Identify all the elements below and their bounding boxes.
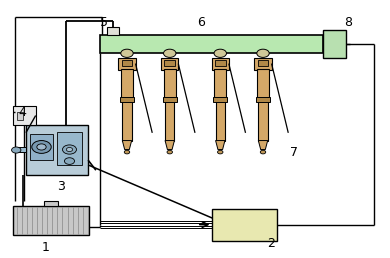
Bar — [44, 201, 58, 206]
Bar — [30, 134, 53, 160]
Text: 4: 4 — [18, 106, 26, 119]
Bar — [213, 208, 277, 241]
Circle shape — [163, 49, 176, 58]
Bar — [216, 101, 225, 141]
Circle shape — [121, 49, 133, 58]
Polygon shape — [165, 141, 174, 150]
Text: 8: 8 — [344, 16, 353, 29]
Bar — [119, 58, 136, 70]
Text: 3: 3 — [57, 180, 65, 193]
Bar — [212, 58, 229, 70]
Bar — [254, 58, 271, 70]
Circle shape — [37, 144, 46, 150]
Bar — [163, 69, 176, 98]
Bar — [323, 30, 346, 58]
Text: 7: 7 — [290, 146, 298, 159]
Bar — [107, 27, 119, 35]
Bar — [13, 206, 89, 236]
Circle shape — [66, 148, 73, 152]
Bar — [214, 69, 227, 98]
Polygon shape — [216, 141, 225, 150]
Bar — [257, 60, 268, 66]
Bar — [161, 58, 178, 70]
Bar — [163, 98, 177, 102]
Circle shape — [64, 158, 74, 164]
Circle shape — [62, 145, 76, 154]
Bar — [57, 132, 82, 165]
Bar — [16, 148, 26, 152]
Bar — [122, 101, 132, 141]
Bar — [256, 98, 270, 102]
Circle shape — [124, 150, 130, 154]
Text: 6: 6 — [197, 16, 205, 29]
Text: 5: 5 — [100, 16, 108, 29]
Circle shape — [257, 49, 269, 58]
Bar — [13, 106, 35, 125]
Circle shape — [218, 150, 223, 154]
Polygon shape — [258, 141, 268, 150]
Bar — [122, 60, 133, 66]
Polygon shape — [122, 141, 132, 150]
Text: 2: 2 — [267, 237, 275, 250]
Text: 1: 1 — [41, 240, 49, 254]
Bar — [17, 112, 23, 120]
Circle shape — [167, 150, 172, 154]
Bar — [164, 60, 175, 66]
Bar — [258, 101, 268, 141]
Circle shape — [260, 150, 266, 154]
Bar — [165, 101, 174, 141]
Bar — [120, 98, 134, 102]
Circle shape — [12, 147, 21, 153]
Circle shape — [214, 49, 227, 58]
Bar — [213, 98, 227, 102]
Bar — [121, 69, 133, 98]
Bar — [100, 35, 323, 53]
Bar — [215, 60, 226, 66]
Bar — [257, 69, 269, 98]
Bar — [26, 125, 88, 175]
Circle shape — [32, 141, 51, 153]
